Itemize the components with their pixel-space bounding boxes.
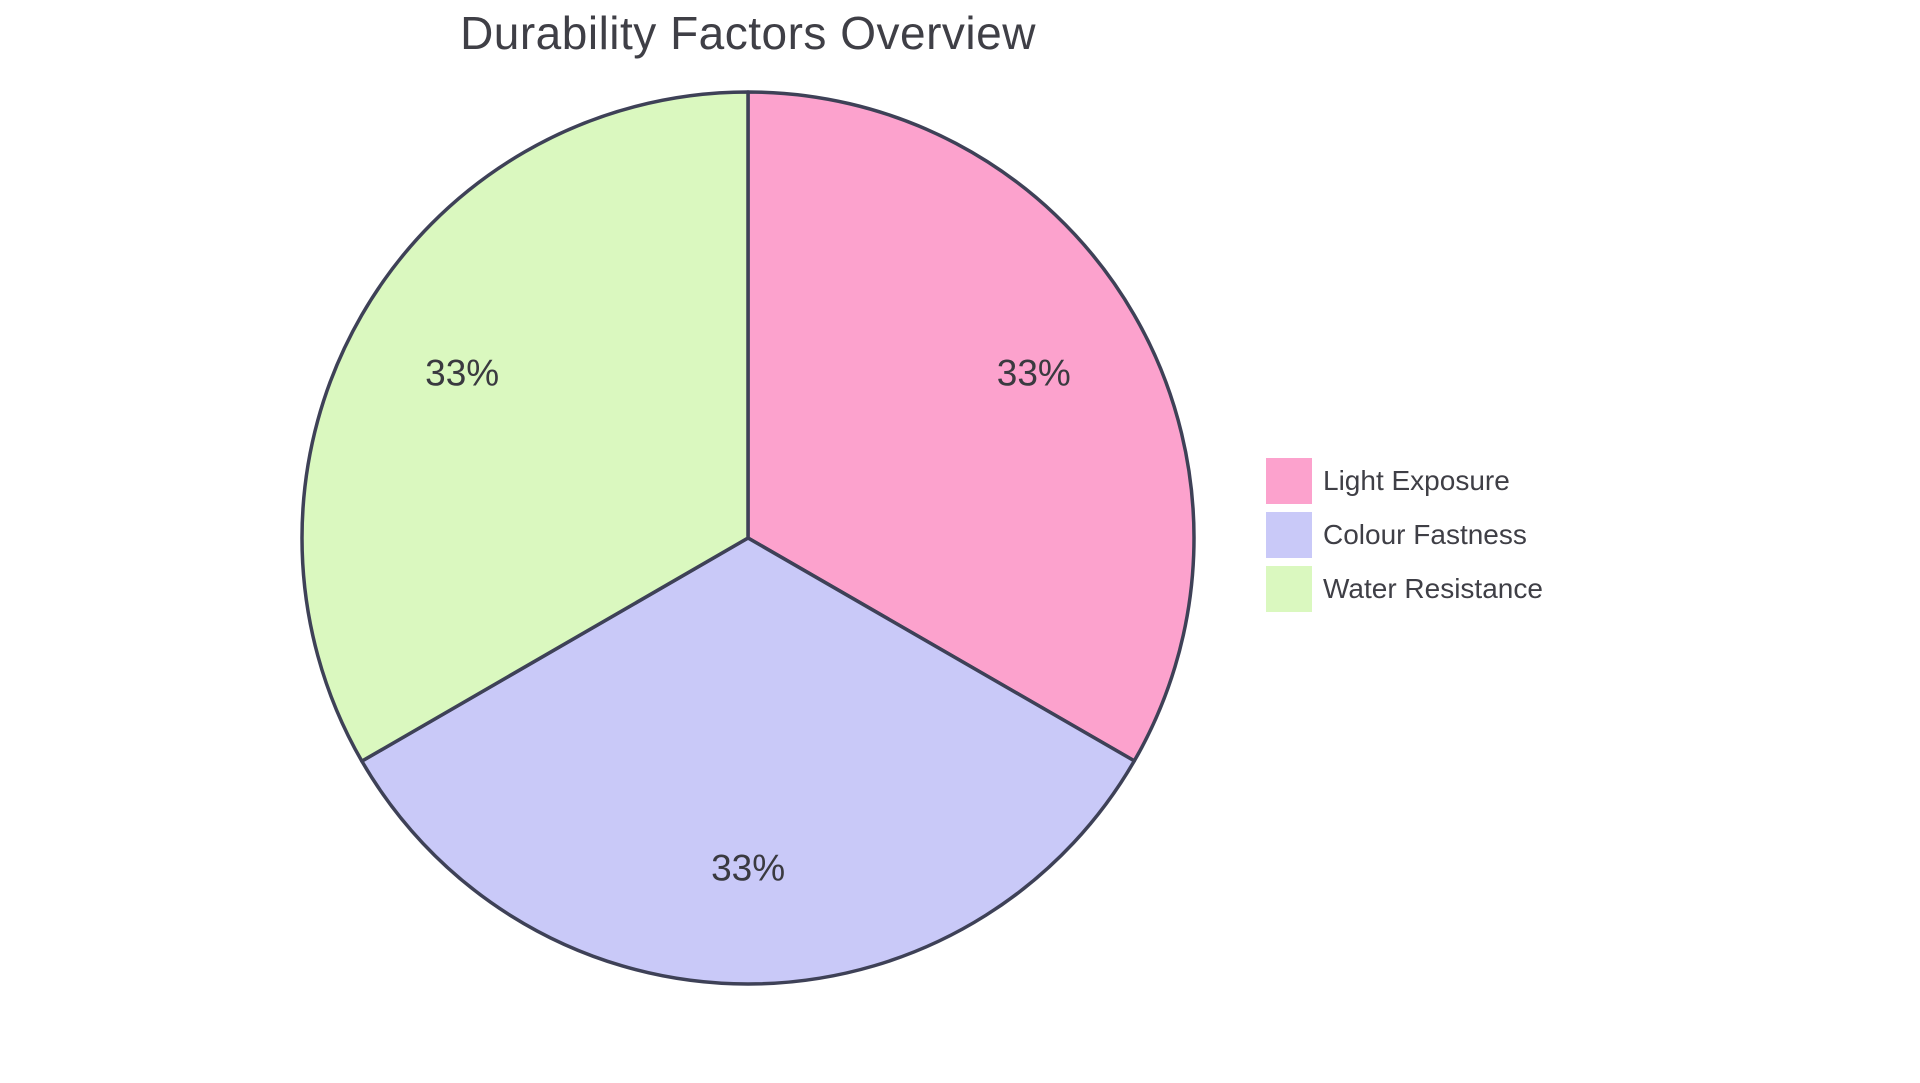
- legend-swatch-light-exposure: [1266, 458, 1312, 504]
- legend-label: Light Exposure: [1323, 465, 1510, 496]
- legend-swatch-colour-fastness: [1266, 512, 1312, 558]
- pie-slice-light-exposure: [746, 90, 1196, 763]
- legend-label: Colour Fastness: [1323, 519, 1527, 550]
- legend-item-light-exposure: Light Exposure: [1266, 458, 1543, 504]
- legend-swatch-water-resistance: [1266, 566, 1312, 612]
- pie-slice-water-resistance: [300, 90, 750, 763]
- legend-item-water-resistance: Water Resistance: [1266, 566, 1543, 612]
- slice-label-light-exposure: 33%: [997, 353, 1071, 394]
- legend-item-colour-fastness: Colour Fastness: [1266, 512, 1543, 558]
- slice-label-water-resistance: 33%: [425, 353, 499, 394]
- chart-title: Durability Factors Overview: [460, 7, 1036, 59]
- pie-slice-colour-fastness: [360, 536, 1137, 986]
- legend: Light Exposure Colour Fastness Water Resis…: [1266, 458, 1543, 612]
- legend-label: Water Resistance: [1323, 573, 1543, 604]
- slice-label-colour-fastness: 33%: [711, 848, 785, 889]
